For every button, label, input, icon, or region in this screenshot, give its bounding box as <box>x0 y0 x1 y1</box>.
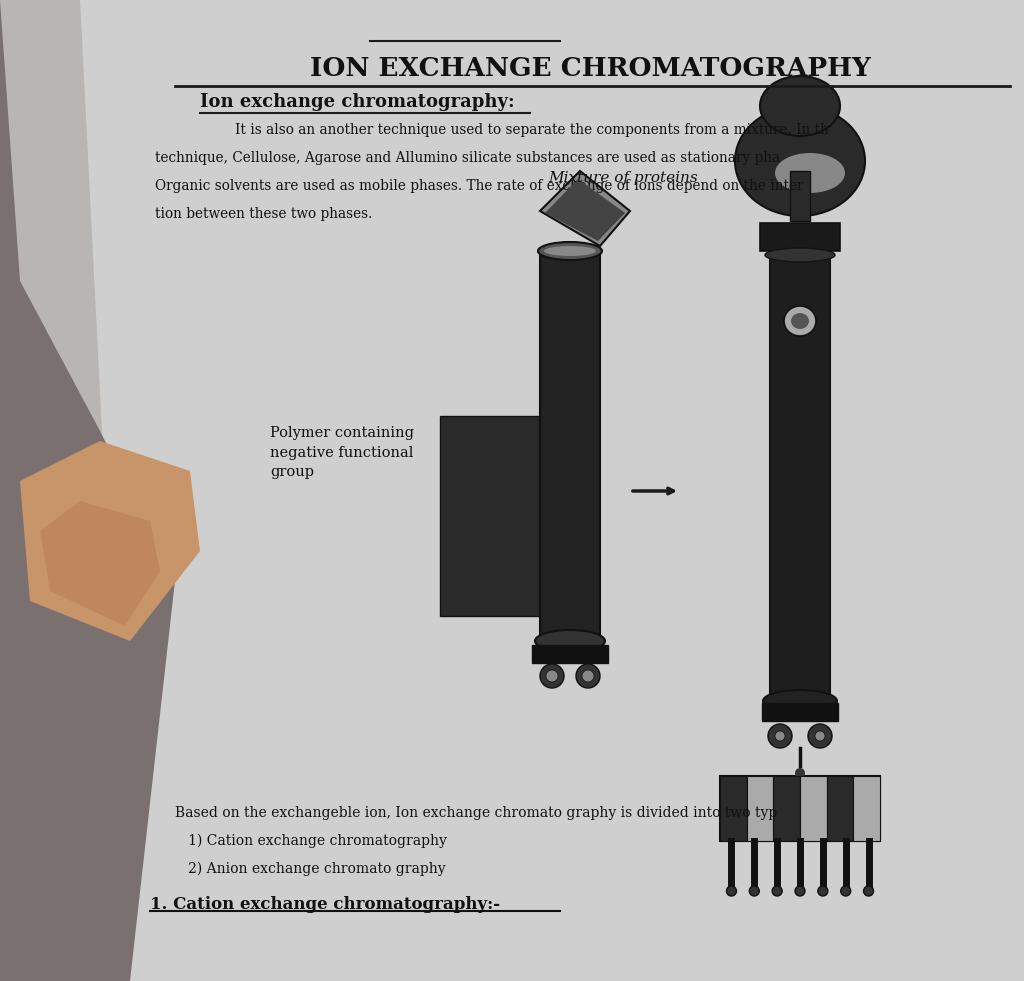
Ellipse shape <box>538 242 602 260</box>
Circle shape <box>540 664 564 688</box>
FancyBboxPatch shape <box>826 776 853 841</box>
Text: Ion exchange chromatography:: Ion exchange chromatography: <box>200 93 515 111</box>
Circle shape <box>841 886 851 896</box>
Text: tion between these two phases.: tion between these two phases. <box>155 207 373 221</box>
FancyBboxPatch shape <box>853 776 880 841</box>
FancyBboxPatch shape <box>720 776 880 841</box>
Text: 1. Cation exchange chromatography:-: 1. Cation exchange chromatography:- <box>150 896 500 913</box>
FancyBboxPatch shape <box>746 776 773 841</box>
Circle shape <box>795 768 805 778</box>
Circle shape <box>815 731 825 741</box>
FancyBboxPatch shape <box>720 776 746 841</box>
Circle shape <box>582 670 594 682</box>
Ellipse shape <box>760 76 840 136</box>
Polygon shape <box>40 501 160 626</box>
Ellipse shape <box>784 306 816 336</box>
Ellipse shape <box>763 690 837 712</box>
FancyBboxPatch shape <box>773 776 800 841</box>
Text: technique, Cellulose, Agarose and Allumino silicate substances are used as stati: technique, Cellulose, Agarose and Allumi… <box>155 151 780 165</box>
Circle shape <box>863 886 873 896</box>
Polygon shape <box>545 179 625 241</box>
Polygon shape <box>540 171 630 246</box>
Text: Based on the exchangeble ion, Ion exchange chromato graphy is divided into two t: Based on the exchangeble ion, Ion exchan… <box>175 806 777 820</box>
Polygon shape <box>20 441 200 641</box>
Ellipse shape <box>791 313 809 329</box>
Text: 2) Anion exchange chromato graphy: 2) Anion exchange chromato graphy <box>175 862 445 876</box>
Ellipse shape <box>535 630 605 652</box>
Ellipse shape <box>544 246 596 256</box>
FancyBboxPatch shape <box>540 251 600 641</box>
Polygon shape <box>700 0 1024 161</box>
FancyBboxPatch shape <box>760 223 840 251</box>
FancyBboxPatch shape <box>762 703 838 721</box>
Circle shape <box>795 886 805 896</box>
Text: It is also an another technique used to separate the components from a mixture. : It is also an another technique used to … <box>200 123 828 137</box>
FancyBboxPatch shape <box>532 645 608 663</box>
Circle shape <box>808 724 831 748</box>
FancyBboxPatch shape <box>440 416 570 616</box>
Circle shape <box>750 886 759 896</box>
Circle shape <box>546 670 558 682</box>
Ellipse shape <box>775 153 845 193</box>
Polygon shape <box>80 0 1024 981</box>
Text: Organic solvents are used as mobile phases. The rate of exchange of ions depend : Organic solvents are used as mobile phas… <box>155 179 804 193</box>
FancyBboxPatch shape <box>770 251 830 701</box>
FancyBboxPatch shape <box>790 171 810 221</box>
Text: ION EXCHANGE CHROMATOGRAPHY: ION EXCHANGE CHROMATOGRAPHY <box>309 56 870 81</box>
Text: Mixture of proteins: Mixture of proteins <box>548 171 697 185</box>
Polygon shape <box>0 0 175 981</box>
Circle shape <box>726 886 736 896</box>
FancyBboxPatch shape <box>800 776 826 841</box>
Ellipse shape <box>765 248 835 262</box>
Circle shape <box>818 886 827 896</box>
Circle shape <box>775 731 785 741</box>
Text: 1) Cation exchange chromatography: 1) Cation exchange chromatography <box>175 834 446 849</box>
Circle shape <box>575 664 600 688</box>
Text: Polymer containing
negative functional
group: Polymer containing negative functional g… <box>270 426 414 479</box>
Circle shape <box>772 886 782 896</box>
Ellipse shape <box>735 106 865 216</box>
Circle shape <box>768 724 792 748</box>
